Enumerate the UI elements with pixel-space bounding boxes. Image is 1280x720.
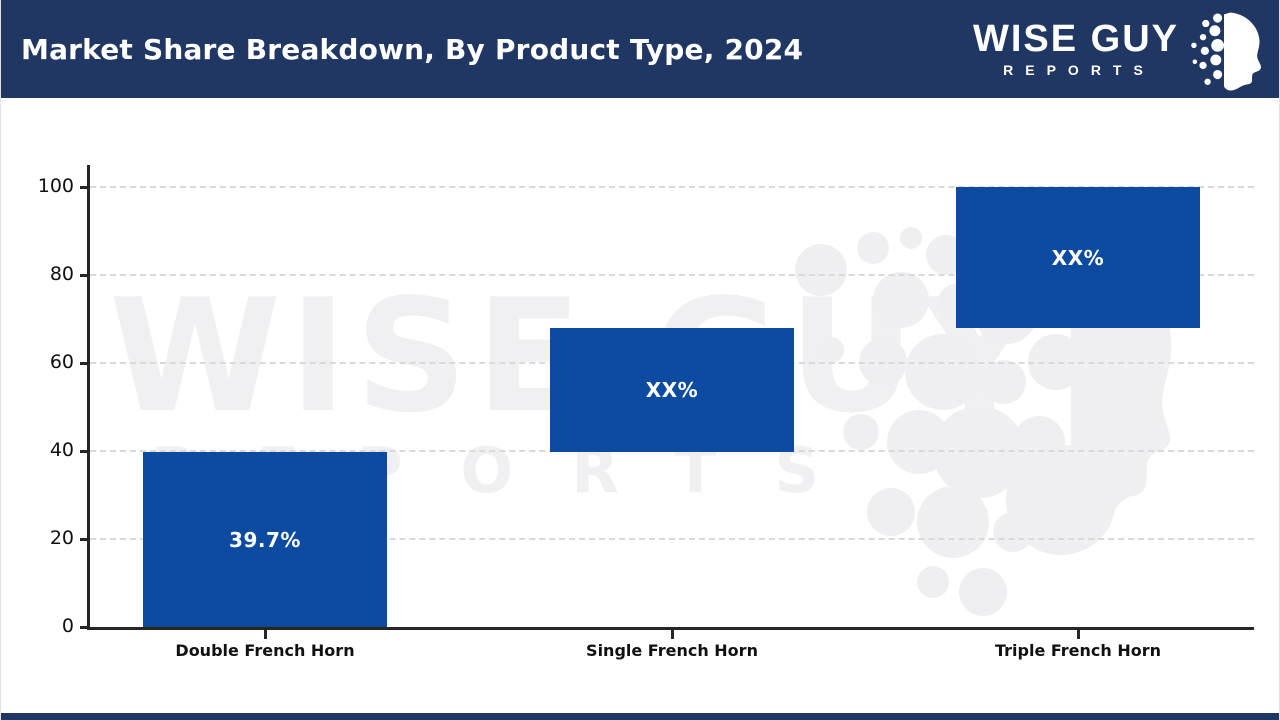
y-axis-tick-20 bbox=[80, 538, 89, 541]
y-axis-tick-40 bbox=[80, 450, 89, 453]
x-axis-tick-triple-french-horn bbox=[1077, 630, 1080, 639]
header-bar: Market Share Breakdown, By Product Type,… bbox=[1, 0, 1279, 98]
x-axis-tick-double-french-horn bbox=[264, 630, 267, 639]
x-axis-category-label-single-french-horn: Single French Horn bbox=[586, 641, 758, 660]
x-axis-category-label-double-french-horn: Double French Horn bbox=[175, 641, 355, 660]
y-axis-tick-label-100: 100 bbox=[37, 175, 74, 197]
bar-double-french-horn: 39.7% bbox=[143, 452, 387, 627]
y-axis-tick-100 bbox=[80, 186, 89, 189]
y-axis-tick-label-60: 60 bbox=[49, 351, 74, 373]
y-axis-line bbox=[87, 165, 90, 630]
footer-bar bbox=[1, 713, 1279, 720]
logo-subtext: REPORTS bbox=[1003, 62, 1155, 78]
y-axis-tick-label-20: 20 bbox=[49, 527, 74, 549]
x-axis-tick-single-french-horn bbox=[671, 630, 674, 639]
y-axis-tick-0 bbox=[80, 626, 89, 629]
y-axis-tick-label-0: 0 bbox=[61, 615, 74, 637]
chart-plot-area: 0 20 40 60 80 100 39.7% Double French Horn XX% Si… bbox=[1, 98, 1279, 713]
bar-value-label-triple-french-horn: XX% bbox=[1051, 245, 1105, 270]
wise-guy-logo: WISE GUY REPORTS bbox=[973, 0, 1265, 98]
bar-triple-french-horn: XX% bbox=[956, 187, 1200, 329]
gridline-20 bbox=[90, 538, 1254, 540]
x-axis-line bbox=[87, 627, 1254, 630]
y-axis-tick-60 bbox=[80, 362, 89, 365]
bar-single-french-horn: XX% bbox=[550, 328, 794, 453]
logo-face-icon bbox=[1191, 12, 1262, 91]
y-axis-tick-80 bbox=[80, 274, 89, 277]
y-axis-tick-label-80: 80 bbox=[49, 263, 74, 285]
bar-value-label-single-french-horn: XX% bbox=[645, 378, 699, 403]
page-title: Market Share Breakdown, By Product Type,… bbox=[21, 32, 804, 66]
bar-value-label-double-french-horn: 39.7% bbox=[229, 527, 301, 552]
gridline-100 bbox=[90, 186, 1254, 188]
y-axis-tick-label-40: 40 bbox=[49, 439, 74, 461]
x-axis-category-label-triple-french-horn: Triple French Horn bbox=[994, 641, 1162, 660]
logo-wordmark: WISE GUY bbox=[972, 18, 1179, 60]
gridline-80 bbox=[90, 274, 1254, 276]
